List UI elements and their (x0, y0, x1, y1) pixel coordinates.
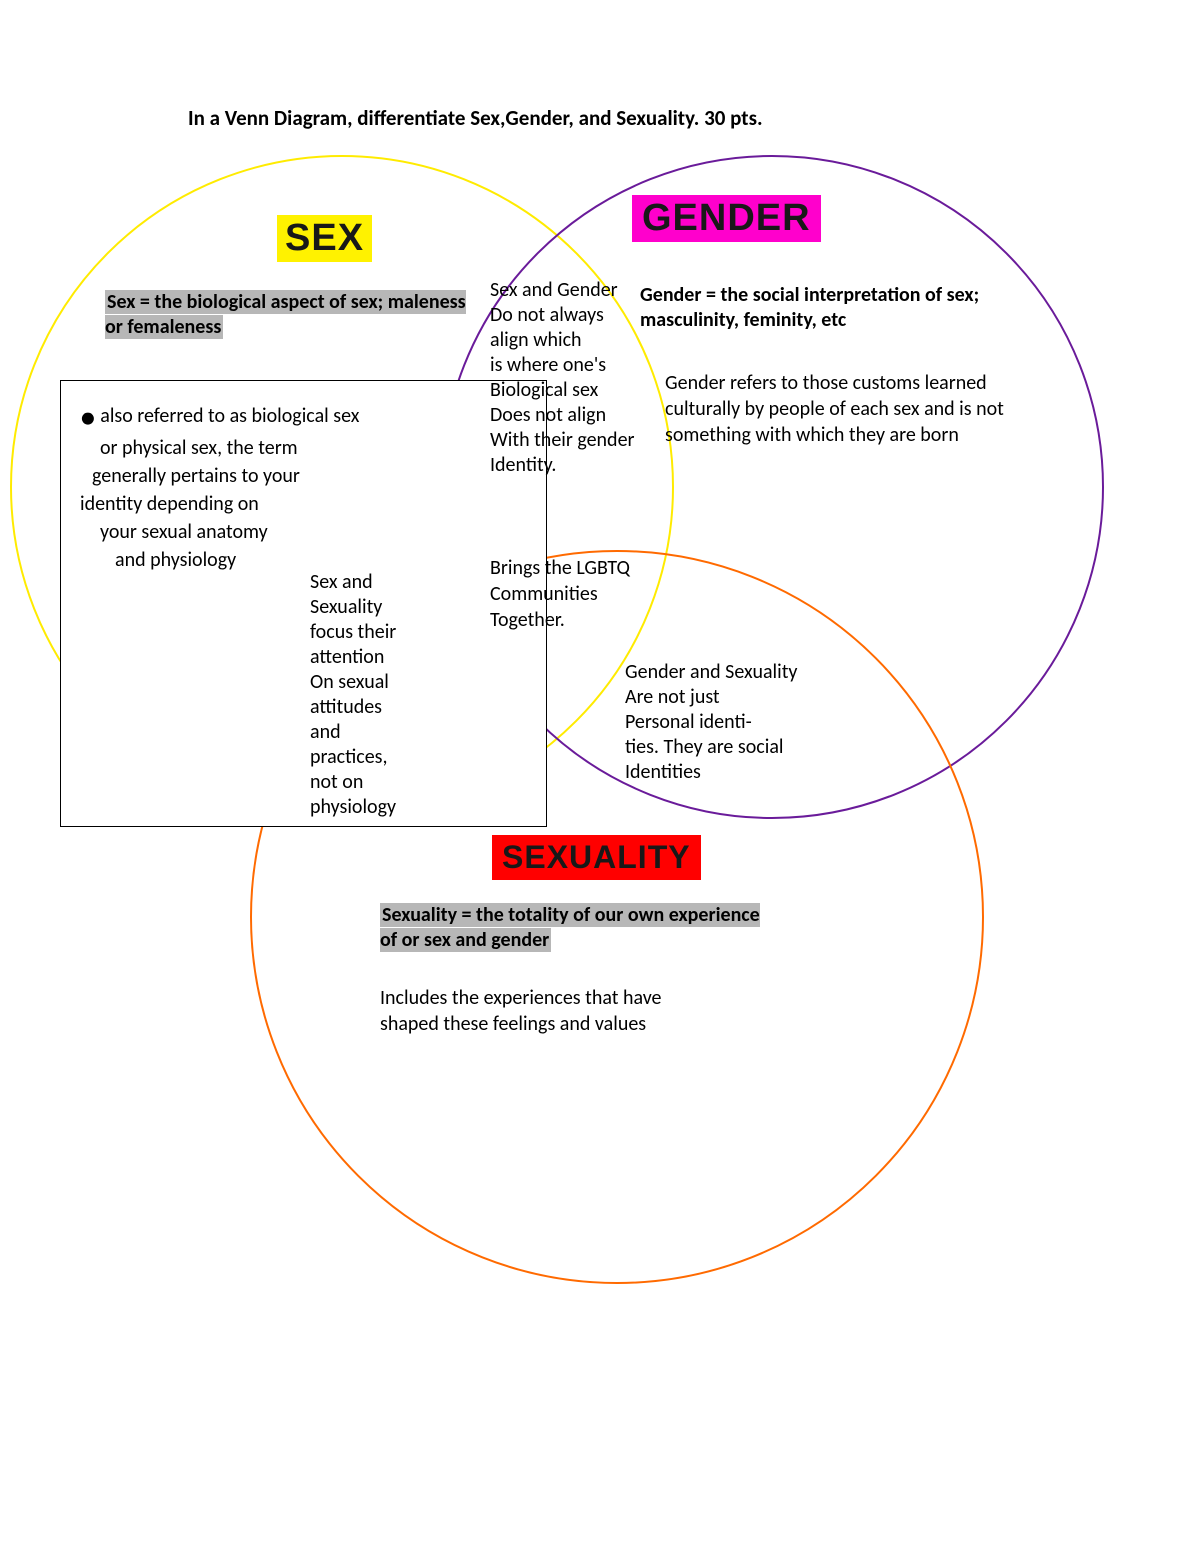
gender-body: Gender refers to those customs learned c… (665, 370, 1010, 448)
label-gender: GENDER (632, 195, 821, 242)
sexuality-body: Includes the experiences that have shape… (380, 985, 710, 1037)
label-sex: SEX (277, 215, 372, 262)
intersection-gender-sexuality: Gender and Sexuality Are not just Person… (625, 660, 840, 785)
intersection-sex-sexuality: Sex and Sexuality focus their attention … (310, 570, 430, 820)
sex-body-line2: or physical sex, the term (100, 435, 298, 461)
venn-diagram-canvas: In a Venn Diagram, differentiate Sex,Gen… (0, 0, 1200, 1553)
intersection-sex-gender: Sex and Gender Do not always align which… (490, 278, 660, 478)
bullet-icon: ● (80, 401, 96, 433)
sex-body-line4: identity depending on (80, 491, 259, 517)
label-sexuality: SEXUALITY (492, 835, 701, 880)
intersection-center: Brings the LGBTQ Communities Together. (490, 555, 670, 633)
sex-body-line6: and physiology (115, 547, 236, 573)
sex-body-line5: your sexual anatomy (100, 519, 268, 545)
definition-sexuality: Sexuality = the totality of our own expe… (380, 903, 780, 953)
sex-body-line1: ● also referred to as biological sex (80, 403, 359, 429)
definition-gender: Gender = the social interpretation of se… (640, 283, 1040, 333)
page-title: In a Venn Diagram, differentiate Sex,Gen… (188, 105, 763, 131)
definition-sex: Sex = the biological aspect of sex; male… (105, 290, 475, 340)
sex-body-line3: generally pertains to your (92, 463, 300, 489)
